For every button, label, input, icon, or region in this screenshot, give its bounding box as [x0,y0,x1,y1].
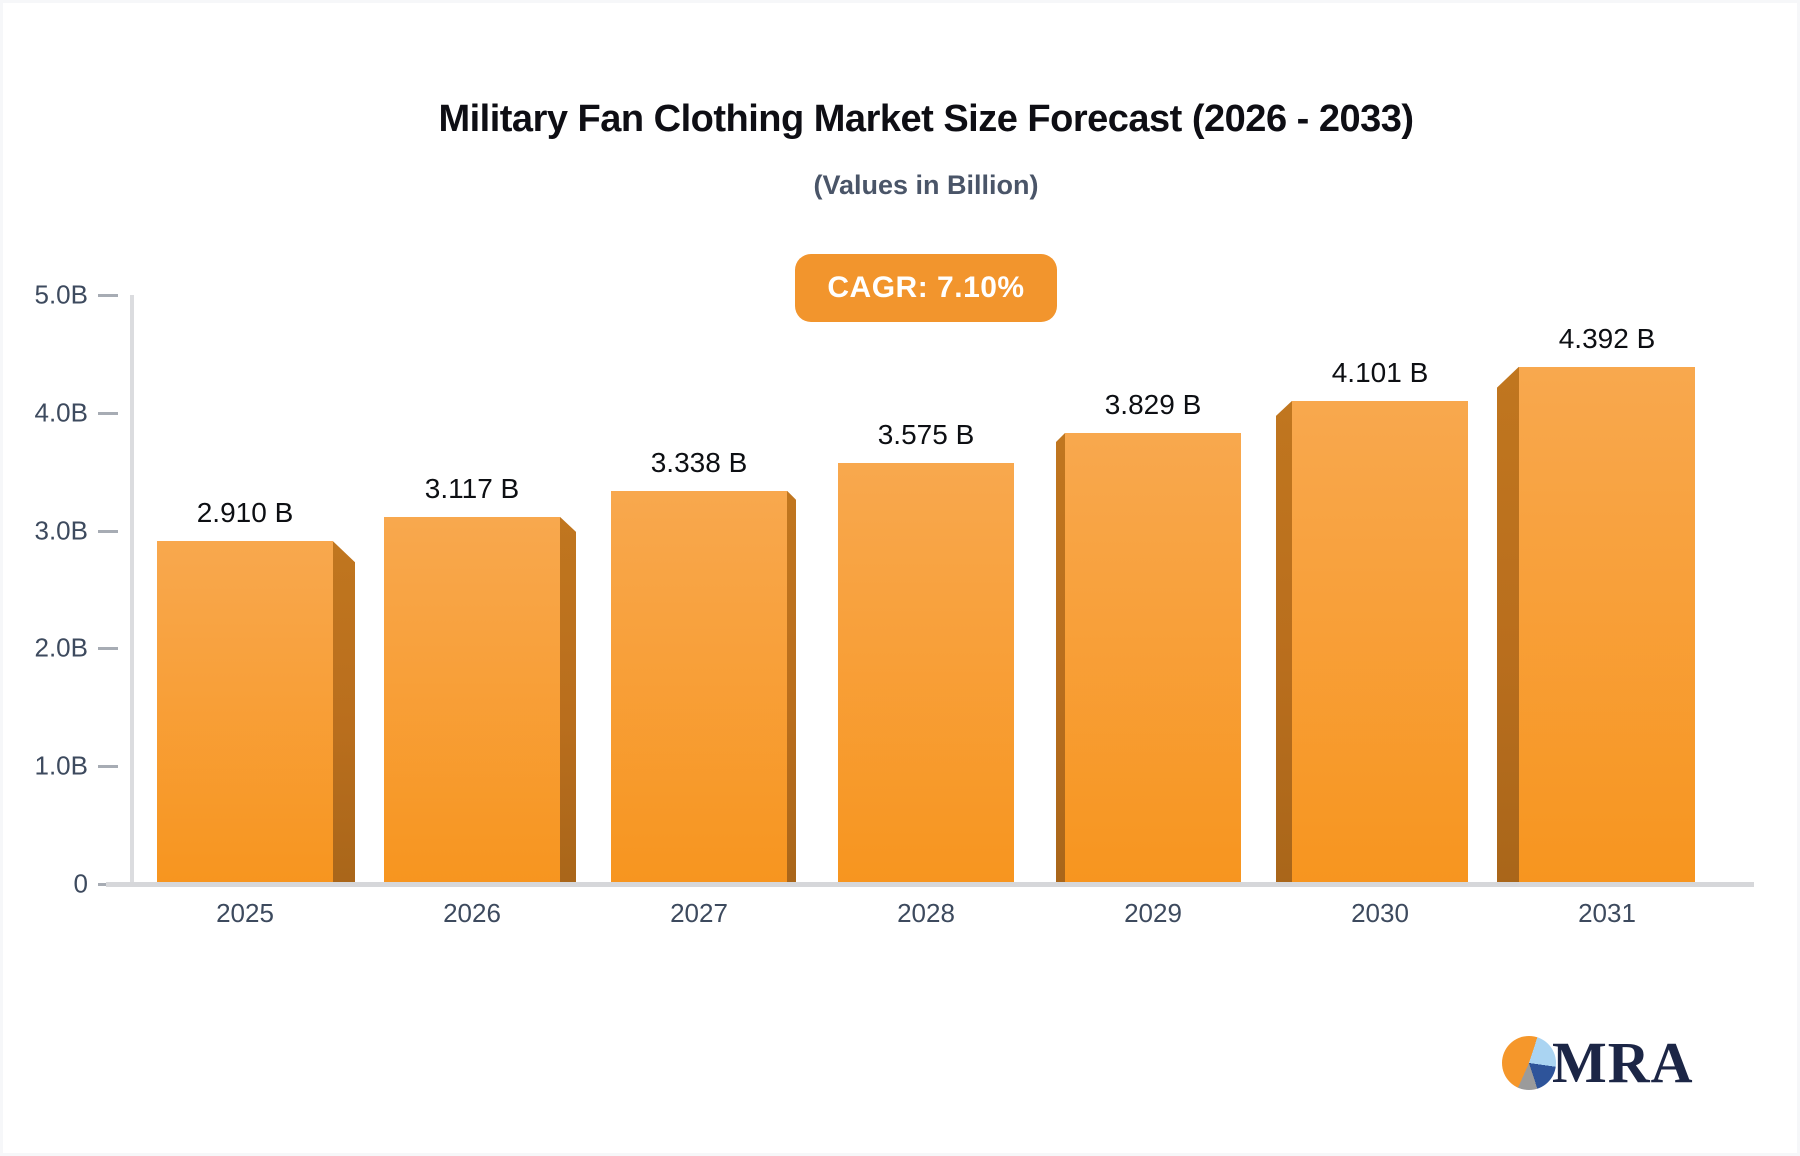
cagr-badge: CAGR: 7.10% [795,254,1057,322]
y-tick-mark [98,647,118,651]
bar-value-label: 4.392 B [1558,322,1656,354]
bar-2027 [611,490,787,884]
bar-value-label: 4.101 B [1331,356,1429,388]
y-tick-label: 1.0B [34,750,89,781]
x-axis-label-2027: 2027 [670,898,728,928]
bar-value-label: 2.910 B [196,497,294,529]
x-axis-label-2030: 2030 [1351,898,1409,928]
logo-text: MRA [1552,1030,1694,1095]
bar-2031 [1519,366,1695,884]
bar-value-label: 3.338 B [650,446,748,478]
y-tick-mark [98,294,118,297]
x-axis-label-2031: 2031 [1578,898,1636,928]
bar-value-label: 3.829 B [1104,388,1202,420]
x-axis-label-2029: 2029 [1124,898,1182,928]
bar-2026 [384,516,560,884]
y-tick-mark [98,529,118,533]
pie-chart-logo-icon [1502,1036,1556,1090]
y-tick-label: 0 [73,868,88,899]
y-tick-label: 2.0B [34,632,89,663]
bar-3d-side-2030 [1276,400,1292,884]
bar-3d-side-2029 [1056,432,1065,884]
y-tick-mark [98,765,118,769]
bar-value-label: 3.117 B [424,472,520,504]
bar-2029 [1065,432,1241,884]
chart-subtitle: (Values in Billion) [813,170,1039,200]
x-axis-baseline [106,882,1754,887]
bar-3d-side-2027 [787,490,796,884]
x-axis-label-2026: 2026 [443,898,501,928]
chart-title: Military Fan Clothing Market Size Foreca… [438,98,1414,140]
y-tick-label: 4.0B [34,397,89,428]
bar-3d-side-2025 [333,541,355,884]
bar-2025 [157,541,333,884]
x-axis-label-2025: 2025 [216,898,274,928]
bar-3d-side-2026 [560,516,576,884]
bar-2028 [838,462,1014,884]
mra-logo: MRA [1502,1034,1694,1092]
y-tick-label: 3.0B [34,515,89,546]
bar-3d-side-2031 [1497,366,1519,884]
bar-2030 [1292,400,1468,884]
y-tick-mark [98,411,118,415]
x-axis-label-2028: 2028 [897,898,955,928]
y-tick-label: 5.0B [34,279,89,310]
bar-value-label: 3.575 B [877,418,975,450]
y-axis-line [130,295,134,884]
